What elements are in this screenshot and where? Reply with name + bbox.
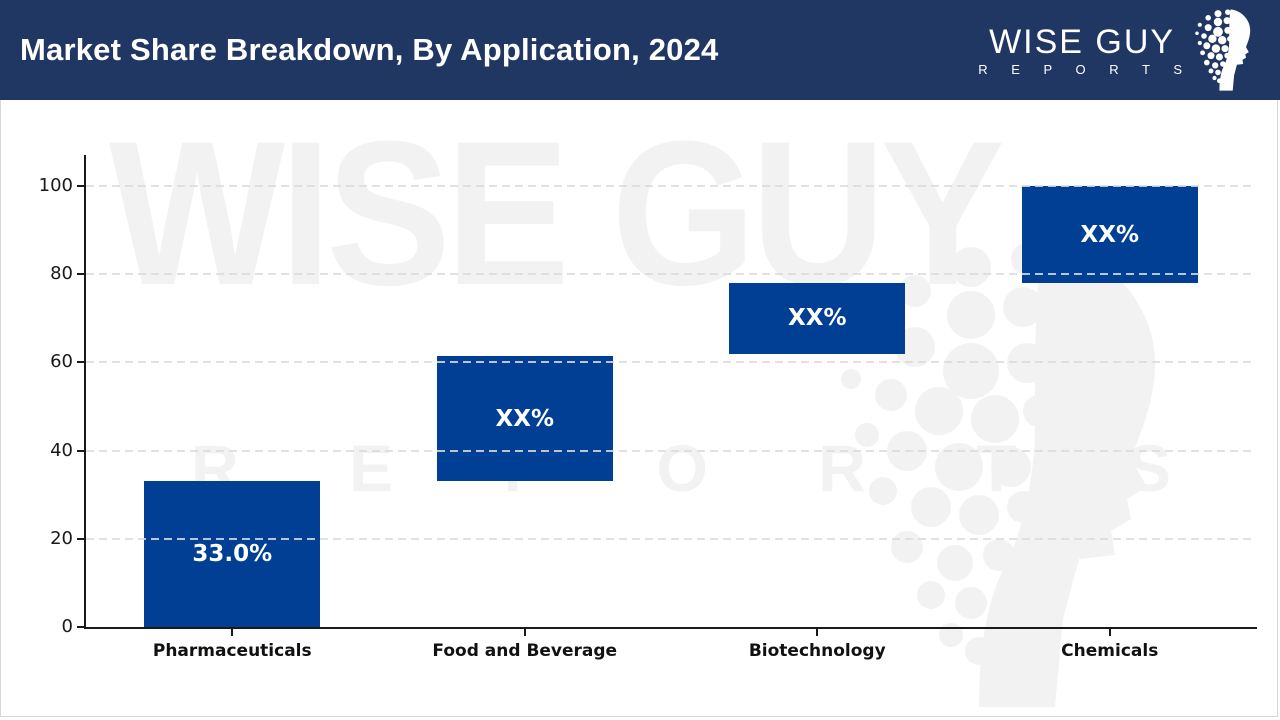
x-tick-mark: [816, 629, 819, 636]
brand-logo-text: WISE GUY R E P O R T S: [972, 25, 1192, 76]
dotted-head-icon: [1195, 9, 1251, 91]
y-tick-label: 80: [50, 263, 73, 285]
bar-value-label: 33.0%: [192, 541, 273, 568]
y-tick-label: 20: [50, 527, 73, 549]
gridline-100: [86, 185, 1256, 187]
y-tick-mark: [77, 537, 85, 540]
gridline-40: [86, 449, 1256, 452]
chart-canvas: WISE GUY R E P O R T S 33.0% XX% XX% XX% 0 20…: [0, 100, 1278, 717]
bar-value-label: XX%: [787, 305, 847, 332]
x-tick-mark: [231, 629, 234, 636]
bar-biotechnology: XX%: [729, 283, 906, 354]
x-tick-mark: [523, 629, 526, 636]
header-bar: Market Share Breakdown, By Application, …: [0, 0, 1280, 100]
y-tick-mark: [77, 449, 85, 452]
y-axis-line: [84, 155, 86, 629]
bar-value-label: XX%: [1080, 221, 1139, 248]
y-tick-mark: [77, 361, 85, 364]
y-tick-label: 0: [61, 616, 73, 637]
page-title: Market Share Breakdown, By Application, …: [20, 32, 719, 67]
y-tick-label: 40: [50, 439, 73, 461]
y-tick-label: 60: [50, 351, 73, 373]
gridline-60: [86, 361, 1256, 364]
x-tick-mark: [1108, 629, 1111, 636]
x-tick-label: Food and Beverage: [432, 641, 618, 661]
bar-value-label: XX%: [495, 405, 554, 432]
x-tick-label: Chemicals: [1061, 641, 1159, 661]
y-tick-mark: [77, 185, 85, 187]
gridline-20: [86, 537, 1256, 540]
brand-subtitle: R E P O R T S: [978, 61, 1192, 77]
gridline-80: [86, 273, 1256, 276]
x-axis-line: [84, 627, 1257, 629]
x-tick-label: Pharmaceuticals: [152, 641, 312, 661]
bar-pharmaceuticals: 33.0%: [144, 481, 321, 627]
x-tick-label: Biotechnology: [748, 641, 886, 661]
bar-food-and-beverage: XX%: [436, 355, 613, 482]
y-tick-mark: [77, 273, 85, 276]
bar-chemicals: XX%: [1021, 186, 1198, 284]
y-tick-label: 100: [38, 175, 73, 196]
brand-logo: WISE GUY R E P O R T S: [972, 0, 1262, 100]
y-tick-mark: [77, 626, 85, 628]
brand-name: WISE GUY: [989, 22, 1176, 61]
